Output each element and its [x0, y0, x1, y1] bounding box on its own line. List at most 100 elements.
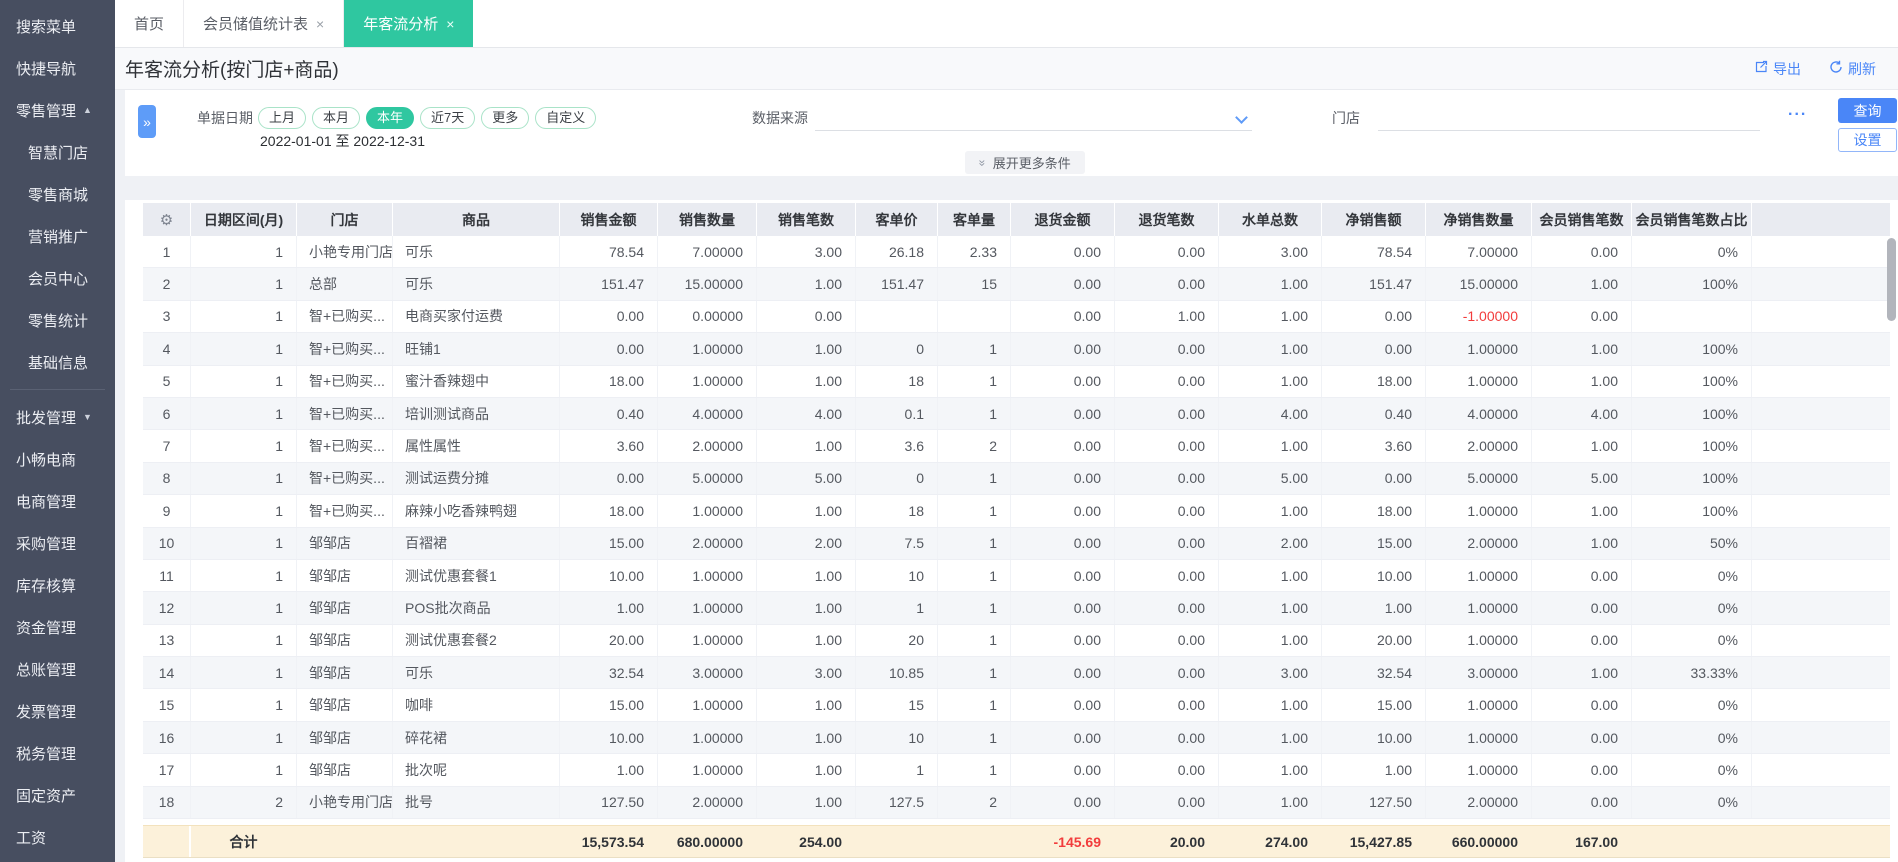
table-row[interactable]: 18 2 小艳专用门店 批号 127.50 2.00000 1.00 127.5 2 0.00 0.…: [143, 786, 1890, 820]
table-row[interactable]: 11 1 邹邹店 测试优惠套餐1 10.00 1.00000 1.00 10 1 0.00 0.00…: [143, 559, 1890, 593]
cell-store: 邹邹店: [297, 527, 393, 559]
cell-store: 邹邹店: [297, 592, 393, 624]
sidebar-item-1[interactable]: 快捷导航: [0, 47, 115, 89]
table-row[interactable]: 13 1 邹邹店 测试优惠套餐2 20.00 1.00000 1.00 20 1 0.00 0.00…: [143, 624, 1890, 658]
cell-member-sales-ratio: 0%: [1632, 624, 1752, 657]
date-pill-4[interactable]: 更多: [481, 107, 530, 129]
sidebar-item-16[interactable]: 总账管理: [0, 648, 115, 690]
cell-sales-qty: 5.00000: [658, 462, 757, 495]
store-input[interactable]: [1378, 107, 1760, 131]
cell-member-sales-count: 0.00: [1532, 624, 1632, 657]
sidebar-item-14[interactable]: 库存核算: [0, 564, 115, 606]
date-pill-0[interactable]: 上月: [258, 107, 307, 129]
table-row[interactable]: 10 1 邹邹店 百褶裙 15.00 2.00000 2.00 7.5 1 0.00 0.00 2.0…: [143, 527, 1890, 560]
header-label: 会员销售笔数占比: [1635, 211, 1748, 228]
table-row[interactable]: 3 1 智+已购买... 电商买家付运费 0.00 0.00000 0.00 0.00 1.00…: [143, 300, 1890, 334]
table-row[interactable]: 17 1 邹邹店 批次呢 1.00 1.00000 1.00 1 1 0.00 0.00 1.00 1.…: [143, 754, 1890, 787]
cell-row-index: 10: [143, 527, 191, 559]
cell-period: 合计: [229, 833, 258, 850]
sidebar-item-0[interactable]: 搜索菜单: [0, 5, 115, 47]
date-pill-1[interactable]: 本月: [312, 107, 361, 129]
cell-sales-amount: 20.00: [560, 624, 658, 657]
export-button[interactable]: 导出: [1754, 59, 1801, 79]
sidebar-item-3[interactable]: 智慧门店: [0, 131, 115, 173]
sidebar-item-19[interactable]: 固定资产: [0, 774, 115, 816]
cell-sales-count: 0.00: [757, 300, 856, 333]
cell-qty-per-customer: 1: [938, 527, 1011, 559]
expand-more-button[interactable]: » 展开更多条件: [965, 151, 1085, 174]
cell-filler: [1752, 754, 1890, 785]
sidebar-item-label: 电商管理: [16, 493, 77, 511]
cell-store: 智+已购买...: [297, 397, 393, 430]
sidebar-item-11[interactable]: 小畅电商: [0, 438, 115, 480]
cell-net-sales-qty: 2.00000: [1426, 527, 1532, 559]
cell-sales-qty: 1.00000: [658, 721, 757, 754]
cell-sales-amount: 127.50: [560, 786, 658, 819]
cell-net-sales-amount: 151.47: [1322, 268, 1426, 300]
tab-2[interactable]: 年客流分析 ×: [344, 0, 474, 47]
sidebar-item-6[interactable]: 会员中心: [0, 257, 115, 299]
sidebar-item-8[interactable]: 基础信息: [0, 341, 115, 383]
header-label: 商品: [462, 211, 490, 228]
cell-product: 测试运费分摊: [393, 462, 560, 495]
cell-sales-count: 2.00: [757, 527, 856, 559]
sidebar-item-18[interactable]: 税务管理: [0, 732, 115, 774]
vertical-scrollbar[interactable]: [1887, 238, 1896, 321]
table-row[interactable]: 12 1 邹邹店 POS批次商品 1.00 1.00000 1.00 1 1 0.00 0.00 1.…: [143, 592, 1890, 625]
cell-filler: [1752, 560, 1890, 591]
table-row[interactable]: 16 1 邹邹店 碎花裙 10.00 1.00000 1.00 10 1 0.00 0.00 1.00…: [143, 721, 1890, 755]
refresh-button[interactable]: 刷新: [1829, 59, 1876, 79]
header-label: 客单价: [875, 211, 918, 228]
sidebar-item-15[interactable]: 资金管理: [0, 606, 115, 648]
date-pill-3[interactable]: 近7天: [420, 107, 476, 129]
search-button[interactable]: 查询: [1838, 98, 1897, 123]
sidebar-item-13[interactable]: 采购管理: [0, 522, 115, 564]
tab-1[interactable]: 会员储值统计表 ×: [184, 0, 345, 47]
close-icon[interactable]: ×: [446, 15, 455, 32]
cell-sales-amount: 15.00: [560, 689, 658, 721]
gear-icon[interactable]: ⚙: [159, 211, 174, 229]
date-pill-2[interactable]: 本年: [366, 107, 415, 129]
date-range-value[interactable]: 2022-01-01 至 2022-12-31: [260, 133, 426, 149]
sidebar-item-10[interactable]: 批发管理 ▼: [0, 396, 115, 438]
cell-receipt-total: 1.00: [1219, 786, 1322, 819]
cell-qty-per-customer: 1: [938, 462, 1011, 495]
sidebar-item-4[interactable]: 零售商城: [0, 173, 115, 215]
sidebar-item-17[interactable]: 发票管理: [0, 690, 115, 732]
table-row[interactable]: 4 1 智+已购买... 旺铺1 0.00 1.00000 1.00 0 1 0.00 0.00 1.…: [143, 333, 1890, 366]
cell-sales-amount: 10.00: [560, 559, 658, 592]
sidebar-item-20[interactable]: 工资: [0, 816, 115, 858]
table-row[interactable]: 9 1 智+已购买... 麻辣小吃香辣鸭翅 18.00 1.00000 1.00 18 1 0.0…: [143, 495, 1890, 528]
sidebar-item-7[interactable]: 零售统计: [0, 299, 115, 341]
cell-sales-qty: 3.00000: [658, 657, 757, 689]
cell-receipt-total: 3.00: [1219, 236, 1322, 268]
sidebar-item-label: 零售统计: [28, 312, 89, 330]
table-row[interactable]: 14 1 邹邹店 可乐 32.54 3.00000 3.00 10.85 1 0.00 0.00 3.…: [143, 657, 1890, 690]
cell-qty-per-customer: 1: [938, 657, 1011, 689]
cell-sales-count: 1.00: [757, 495, 856, 527]
table-row[interactable]: 1 1 小艳专用门店 可乐 78.54 7.00000 3.00 26.18 2.33 0.00 0…: [143, 236, 1890, 269]
cell-member-sales-count: 0.00: [1532, 786, 1632, 819]
cell-net-sales-qty: 3.00000: [1426, 657, 1532, 689]
cell-sales-qty: 1.00000: [658, 689, 757, 721]
sidebar-item-5[interactable]: 营销推广: [0, 215, 115, 257]
cell-price-per-customer: 1: [856, 592, 938, 624]
tab-0[interactable]: 首页: [115, 0, 185, 47]
table-row[interactable]: 15 1 邹邹店 咖啡 15.00 1.00000 1.00 15 1 0.00 0.00 1.00 1…: [143, 689, 1890, 722]
table-row[interactable]: 8 1 智+已购买... 测试运费分摊 0.00 5.00000 5.00 0 1 0.00 0.0…: [143, 462, 1890, 496]
table-row[interactable]: 5 1 智+已购买... 蜜汁香辣翅中 18.00 1.00000 1.00 18 1 0.00 0…: [143, 365, 1890, 398]
settings-button[interactable]: 设置: [1838, 128, 1897, 152]
table-row[interactable]: 6 1 智+已购买... 培训测试商品 0.40 4.00000 4.00 0.1 1 0.00 0…: [143, 397, 1890, 431]
sidebar-item-2[interactable]: 零售管理 ▲: [0, 89, 115, 131]
source-filter-label: 数据来源: [752, 110, 808, 126]
table-row[interactable]: 7 1 智+已购买... 属性属性 3.60 2.00000 1.00 3.6 2 0.00 0.0…: [143, 430, 1890, 463]
cell-net-sales-amount: 10.00: [1322, 721, 1426, 754]
close-icon[interactable]: ×: [316, 15, 325, 32]
collapse-filter-button[interactable]: »: [138, 105, 156, 138]
cell-refund-count: 0.00: [1115, 559, 1219, 592]
table-row[interactable]: 2 1 总部 可乐 151.47 15.00000 1.00 151.47 15 0.00 0.00…: [143, 268, 1890, 301]
more-options-button[interactable]: ...: [1788, 102, 1808, 119]
sidebar-item-12[interactable]: 电商管理: [0, 480, 115, 522]
date-pill-5[interactable]: 自定义: [535, 107, 597, 129]
source-select[interactable]: [815, 107, 1252, 131]
